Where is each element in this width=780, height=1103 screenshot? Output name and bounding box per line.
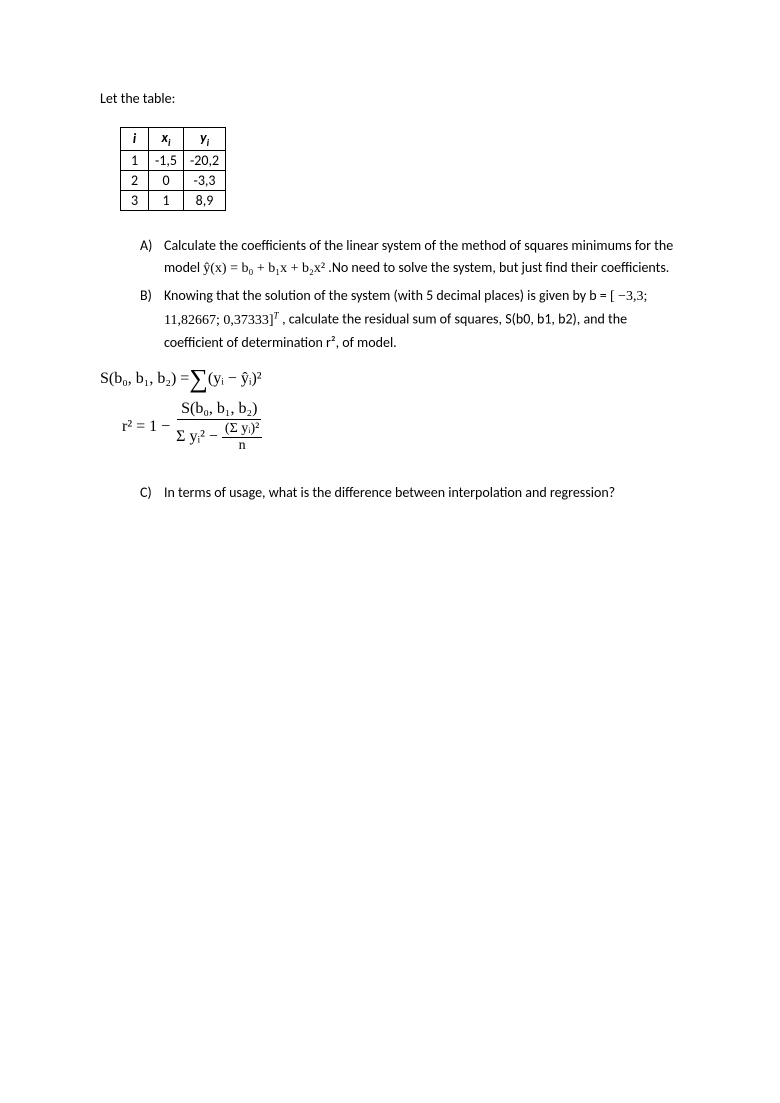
formula-r2-den-frac: (Σ yᵢ)² n xyxy=(222,421,262,454)
cell-x: 1 xyxy=(149,190,184,210)
question-b-label: B) xyxy=(140,285,164,355)
header-y: yi xyxy=(183,128,225,151)
qa-text-after: .No need to solve the system, but just f… xyxy=(328,259,669,276)
question-b-body: Knowing that the solution of the system … xyxy=(164,285,680,355)
formula-r2-den: Σ yᵢ² − (Σ yᵢ)² n xyxy=(172,420,266,454)
cell-y: -20,2 xyxy=(183,150,225,170)
table-row: 1 -1,5 -20,2 xyxy=(121,150,226,170)
formula-r2-num: S(b₀, b₁, b₂) xyxy=(177,400,261,420)
intro-text: Let the table: xyxy=(100,90,680,107)
table-row: 3 1 8,9 xyxy=(121,190,226,210)
cell-x: 0 xyxy=(149,170,184,190)
question-b: B) Knowing that the solution of the syst… xyxy=(140,285,680,355)
question-a-label: A) xyxy=(140,235,164,281)
formula-r2-fraction: S(b₀, b₁, b₂) Σ yᵢ² − (Σ yᵢ)² n xyxy=(172,400,266,454)
question-c-body: In terms of usage, what is the differenc… xyxy=(164,482,680,504)
question-c-block: C) In terms of usage, what is the differ… xyxy=(100,482,680,504)
formula-r2: r² = 1 − S(b₀, b₁, b₂) Σ yᵢ² − (Σ yᵢ)² n xyxy=(100,400,680,454)
table-row: 2 0 -3,3 xyxy=(121,170,226,190)
formula-r2-left: r² = 1 − xyxy=(122,418,170,436)
qa-model-formula: ŷ(x) = b₀ + b₁x + b₂x² xyxy=(203,261,325,276)
formula-s-left: S(b₀, b₁, b₂) = xyxy=(100,370,189,388)
header-x: xi xyxy=(149,128,184,151)
table-header-row: i xi yi xyxy=(121,128,226,151)
question-c-label: C) xyxy=(140,482,164,504)
question-c: C) In terms of usage, what is the differ… xyxy=(140,482,680,504)
header-i: i xyxy=(121,128,149,151)
question-a-body: Calculate the coefficients of the linear… xyxy=(164,235,680,281)
formula-s-sum: (yᵢ − ŷᵢ)² xyxy=(208,370,262,388)
cell-i: 2 xyxy=(121,170,149,190)
question-a: A) Calculate the coefficients of the lin… xyxy=(140,235,680,281)
cell-i: 1 xyxy=(121,150,149,170)
formulas-block: S(b₀, b₁, b₂) = ∑ (yᵢ − ŷᵢ)² r² = 1 − S(… xyxy=(100,370,680,454)
qb-text-before: Knowing that the solution of the system … xyxy=(164,287,610,304)
cell-i: 3 xyxy=(121,190,149,210)
cell-x: -1,5 xyxy=(149,150,184,170)
data-table: i xi yi 1 -1,5 -20,2 2 0 -3,3 3 1 8,9 xyxy=(120,127,226,211)
cell-y: 8,9 xyxy=(183,190,225,210)
questions-block: A) Calculate the coefficients of the lin… xyxy=(100,235,680,355)
formula-s: S(b₀, b₁, b₂) = ∑ (yᵢ − ŷᵢ)² xyxy=(100,370,680,388)
cell-y: -3,3 xyxy=(183,170,225,190)
